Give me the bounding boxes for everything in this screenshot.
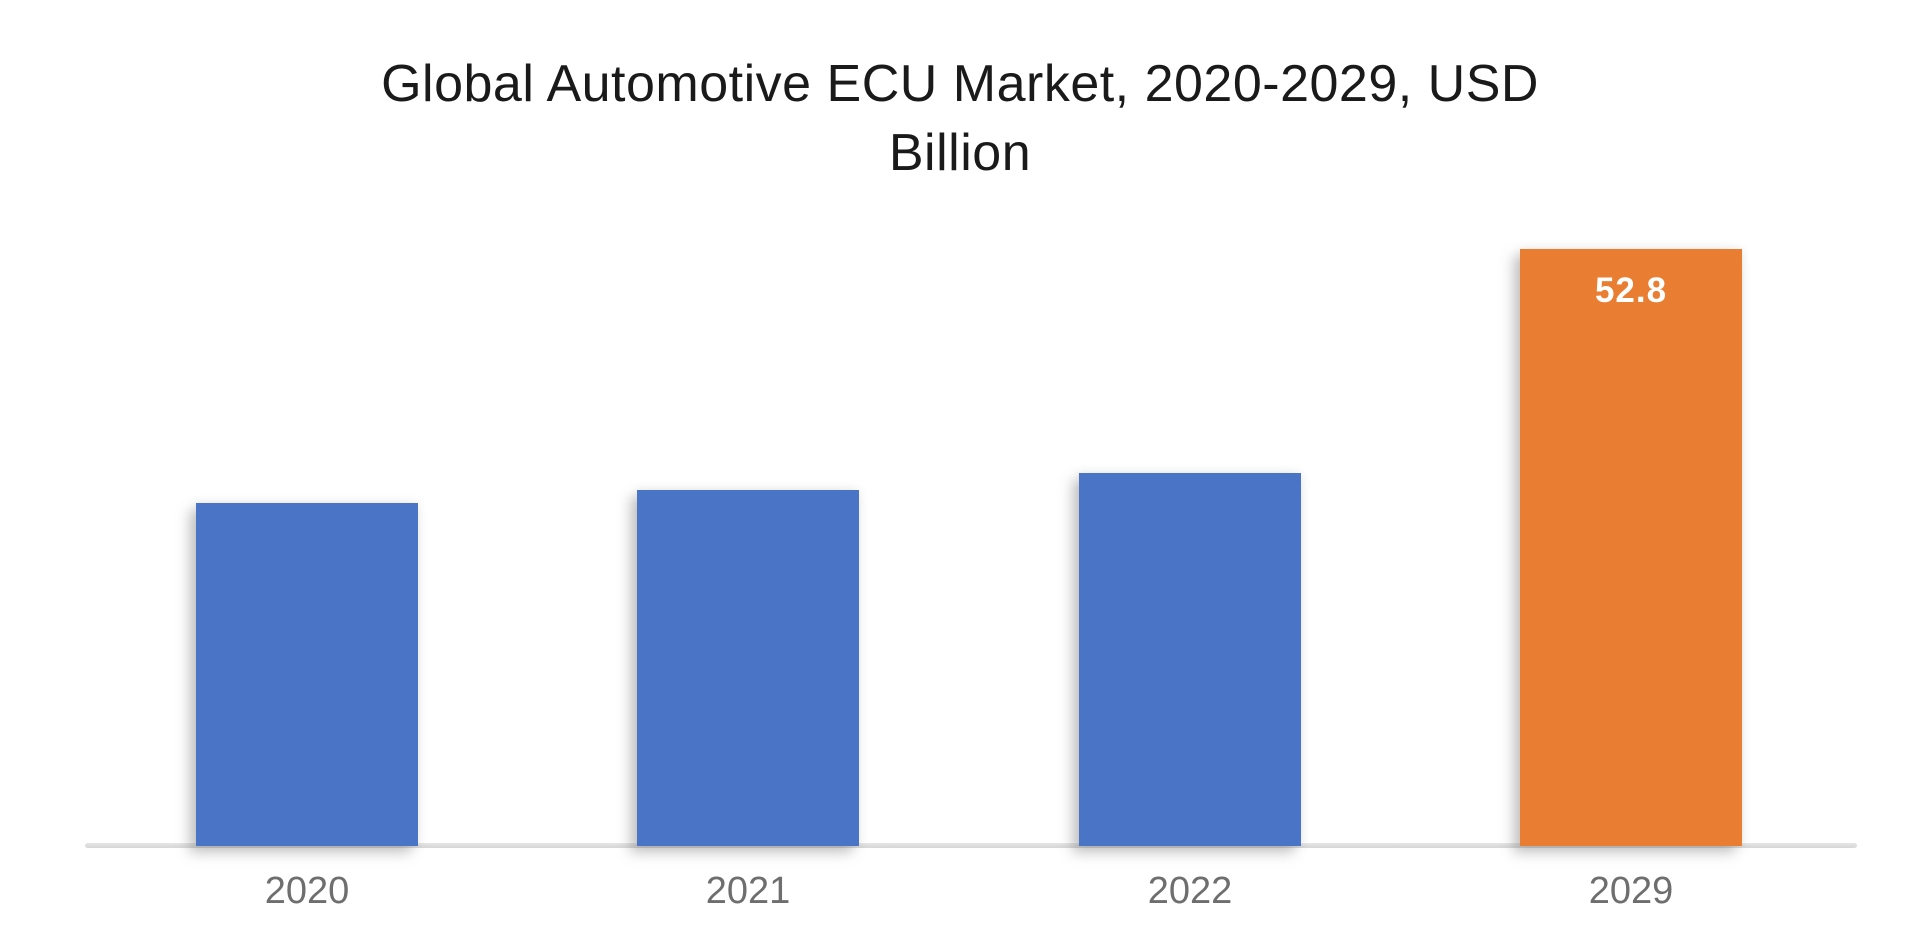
bar-2022 xyxy=(1079,473,1301,846)
x-axis-label-2021: 2021 xyxy=(705,870,791,912)
bar-2021 xyxy=(637,490,859,846)
x-axis-label-2022: 2022 xyxy=(1147,870,1233,912)
bar-2020 xyxy=(196,503,418,846)
chart-title-line-1: Global Automotive ECU Market, 2020-2029,… xyxy=(381,55,1539,113)
chart-title-line-2: Billion xyxy=(888,123,1032,182)
chart-title: Global Automotive ECU Market, 2020-2029,… xyxy=(0,50,1920,187)
bar-value-label-2029: 52.8 xyxy=(1594,271,1668,310)
bar-2029: 52.8 xyxy=(1520,249,1742,846)
x-axis-line xyxy=(85,843,1857,848)
x-axis-label-2029: 2029 xyxy=(1588,870,1674,912)
x-axis-label-2020: 2020 xyxy=(264,870,350,912)
